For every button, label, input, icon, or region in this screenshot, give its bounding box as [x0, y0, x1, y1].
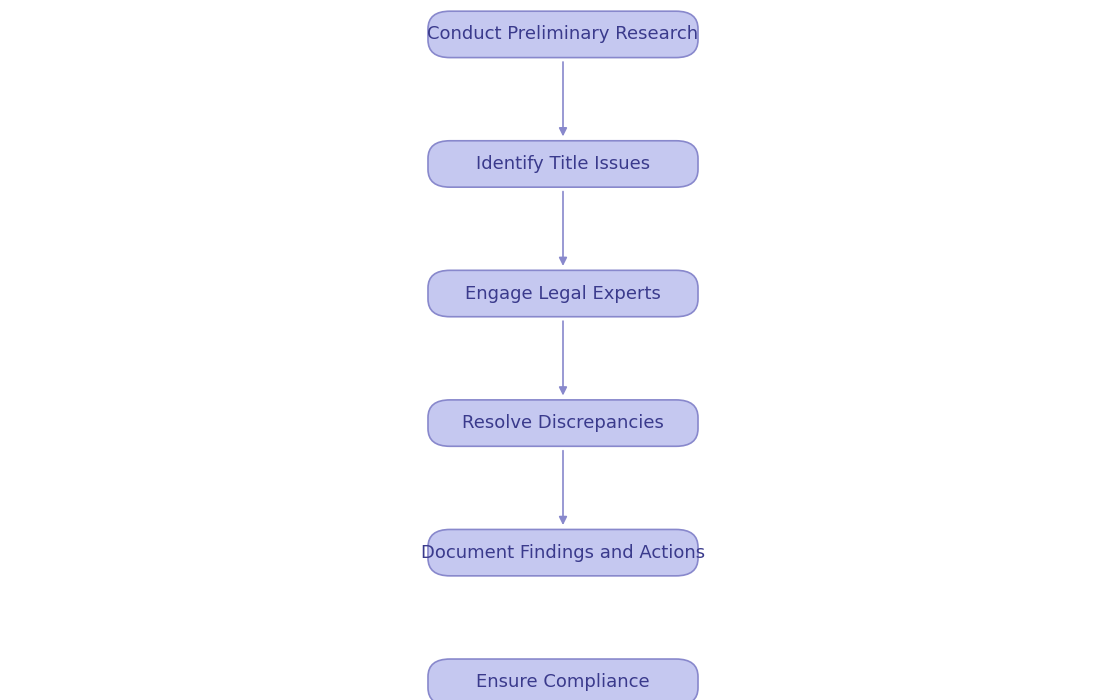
FancyBboxPatch shape — [428, 11, 698, 57]
Text: Engage Legal Experts: Engage Legal Experts — [465, 284, 661, 302]
Text: Identify Title Issues: Identify Title Issues — [476, 155, 650, 173]
FancyBboxPatch shape — [428, 141, 698, 187]
Text: Conduct Preliminary Research: Conduct Preliminary Research — [428, 25, 699, 43]
FancyBboxPatch shape — [428, 270, 698, 316]
FancyBboxPatch shape — [428, 659, 698, 700]
Text: Resolve Discrepancies: Resolve Discrepancies — [463, 414, 664, 432]
Text: Ensure Compliance: Ensure Compliance — [476, 673, 650, 691]
FancyBboxPatch shape — [428, 400, 698, 447]
FancyBboxPatch shape — [428, 529, 698, 576]
Text: Document Findings and Actions: Document Findings and Actions — [421, 544, 706, 561]
